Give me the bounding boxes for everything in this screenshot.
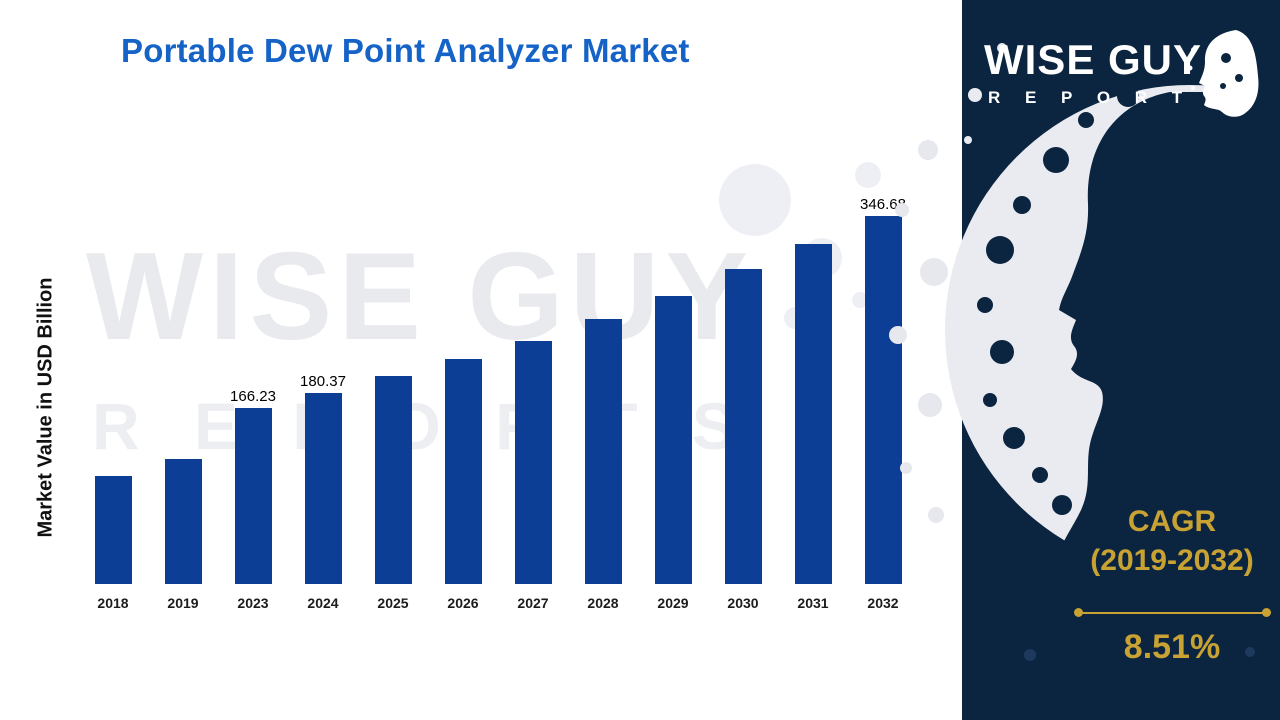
x-tick-label: 2023 <box>237 595 269 611</box>
brand-name: WISE GUY <box>984 36 1203 83</box>
bar-value-label: 180.37 <box>300 373 346 390</box>
bar-group-2030: 2030 <box>708 186 778 611</box>
bar-chart: 2018 2019 166.23 2023 180.37 2024 2025 2026 2027… <box>78 186 918 611</box>
cagr-label: CAGR <box>1127 505 1217 538</box>
bar-2029 <box>654 296 692 584</box>
decor-bubble <box>1013 196 1031 214</box>
bar-2028 <box>584 319 622 584</box>
decor-bubble <box>997 43 1007 53</box>
face-silhouette <box>1047 92 1280 592</box>
x-tick-label: 2029 <box>657 595 689 611</box>
divider-dot <box>1262 608 1271 617</box>
bar-2030 <box>724 269 762 584</box>
bar-2024 <box>304 393 342 584</box>
x-tick-label: 2025 <box>377 595 409 611</box>
decor-bubble <box>986 236 1014 264</box>
bar-group-2024: 180.37 2024 <box>288 186 358 611</box>
decor-bubble <box>900 462 912 474</box>
page-title: Portable Dew Point Analyzer Market <box>121 32 690 69</box>
decor-bubble <box>968 88 982 102</box>
x-tick-label: 2026 <box>447 595 479 611</box>
decor-bubble <box>1043 147 1069 173</box>
bar-2031 <box>794 244 832 584</box>
divider-line <box>1082 612 1264 614</box>
decor-bubble <box>1078 112 1094 128</box>
bar-2019 <box>164 459 202 584</box>
x-tick-label: 2018 <box>97 595 129 611</box>
bar-group-2028: 2028 <box>568 186 638 611</box>
bar-group-2019: 2019 <box>148 186 218 611</box>
bar-2027 <box>514 341 552 584</box>
bar-group-2027: 2027 <box>498 186 568 611</box>
decor-bubble <box>1117 85 1139 107</box>
cagr-range: (2019-2032) <box>1090 544 1254 577</box>
x-tick-label: 2031 <box>797 595 829 611</box>
decor-bubble <box>895 203 909 217</box>
bar-value-label: 346.68 <box>860 196 906 213</box>
brand-subname: R E P O R T S <box>988 88 1229 107</box>
bar-group-2032: 346.68 2032 <box>848 186 918 611</box>
y-axis-label: Market Value in USD Billion <box>34 277 57 538</box>
decor-bubble <box>889 326 907 344</box>
decor-bubble <box>977 297 993 313</box>
x-tick-label: 2032 <box>867 595 899 611</box>
decor-bubble <box>1003 427 1025 449</box>
logo-face-icon <box>1187 30 1259 117</box>
decor-bubble <box>1245 647 1255 657</box>
decor-bubble <box>928 507 944 523</box>
decor-bubble <box>852 292 868 308</box>
x-tick-label: 2030 <box>727 595 759 611</box>
bar-group-2026: 2026 <box>428 186 498 611</box>
bar-group-2029: 2029 <box>638 186 708 611</box>
decor-bubble <box>983 393 997 407</box>
x-tick-label: 2028 <box>587 595 619 611</box>
decor-bubble <box>990 340 1014 364</box>
bar-value-label: 166.23 <box>230 388 276 405</box>
x-tick-label: 2024 <box>307 595 339 611</box>
bar-2026 <box>444 359 482 584</box>
bar-group-2018: 2018 <box>78 186 148 611</box>
decor-bubble <box>964 136 972 144</box>
decor-bubble <box>920 258 948 286</box>
decor-bubble <box>719 164 791 236</box>
bar-2025 <box>374 376 412 584</box>
bar-group-2023: 166.23 2023 <box>218 186 288 611</box>
decor-bubble <box>1052 495 1072 515</box>
bar-2023 <box>234 408 272 584</box>
decor-bubble <box>918 393 942 417</box>
x-tick-label: 2027 <box>517 595 549 611</box>
watermark-line2: R E P O R T S <box>92 389 754 463</box>
x-tick-label: 2019 <box>167 595 199 611</box>
bar-2018 <box>94 476 132 584</box>
bar-2032 <box>864 216 902 584</box>
decor-bubble <box>855 162 881 188</box>
decor-bubble <box>1024 649 1036 661</box>
decor-bubble <box>918 140 938 160</box>
cagr-value: 8.51% <box>1123 628 1221 666</box>
divider-dot <box>1074 608 1083 617</box>
bar-group-2025: 2025 <box>358 186 428 611</box>
bar-group-2031: 2031 <box>778 186 848 611</box>
decor-bubble <box>1032 467 1048 483</box>
decor-bubble <box>1153 68 1167 82</box>
watermark-line1: WISE GUY <box>86 228 755 366</box>
